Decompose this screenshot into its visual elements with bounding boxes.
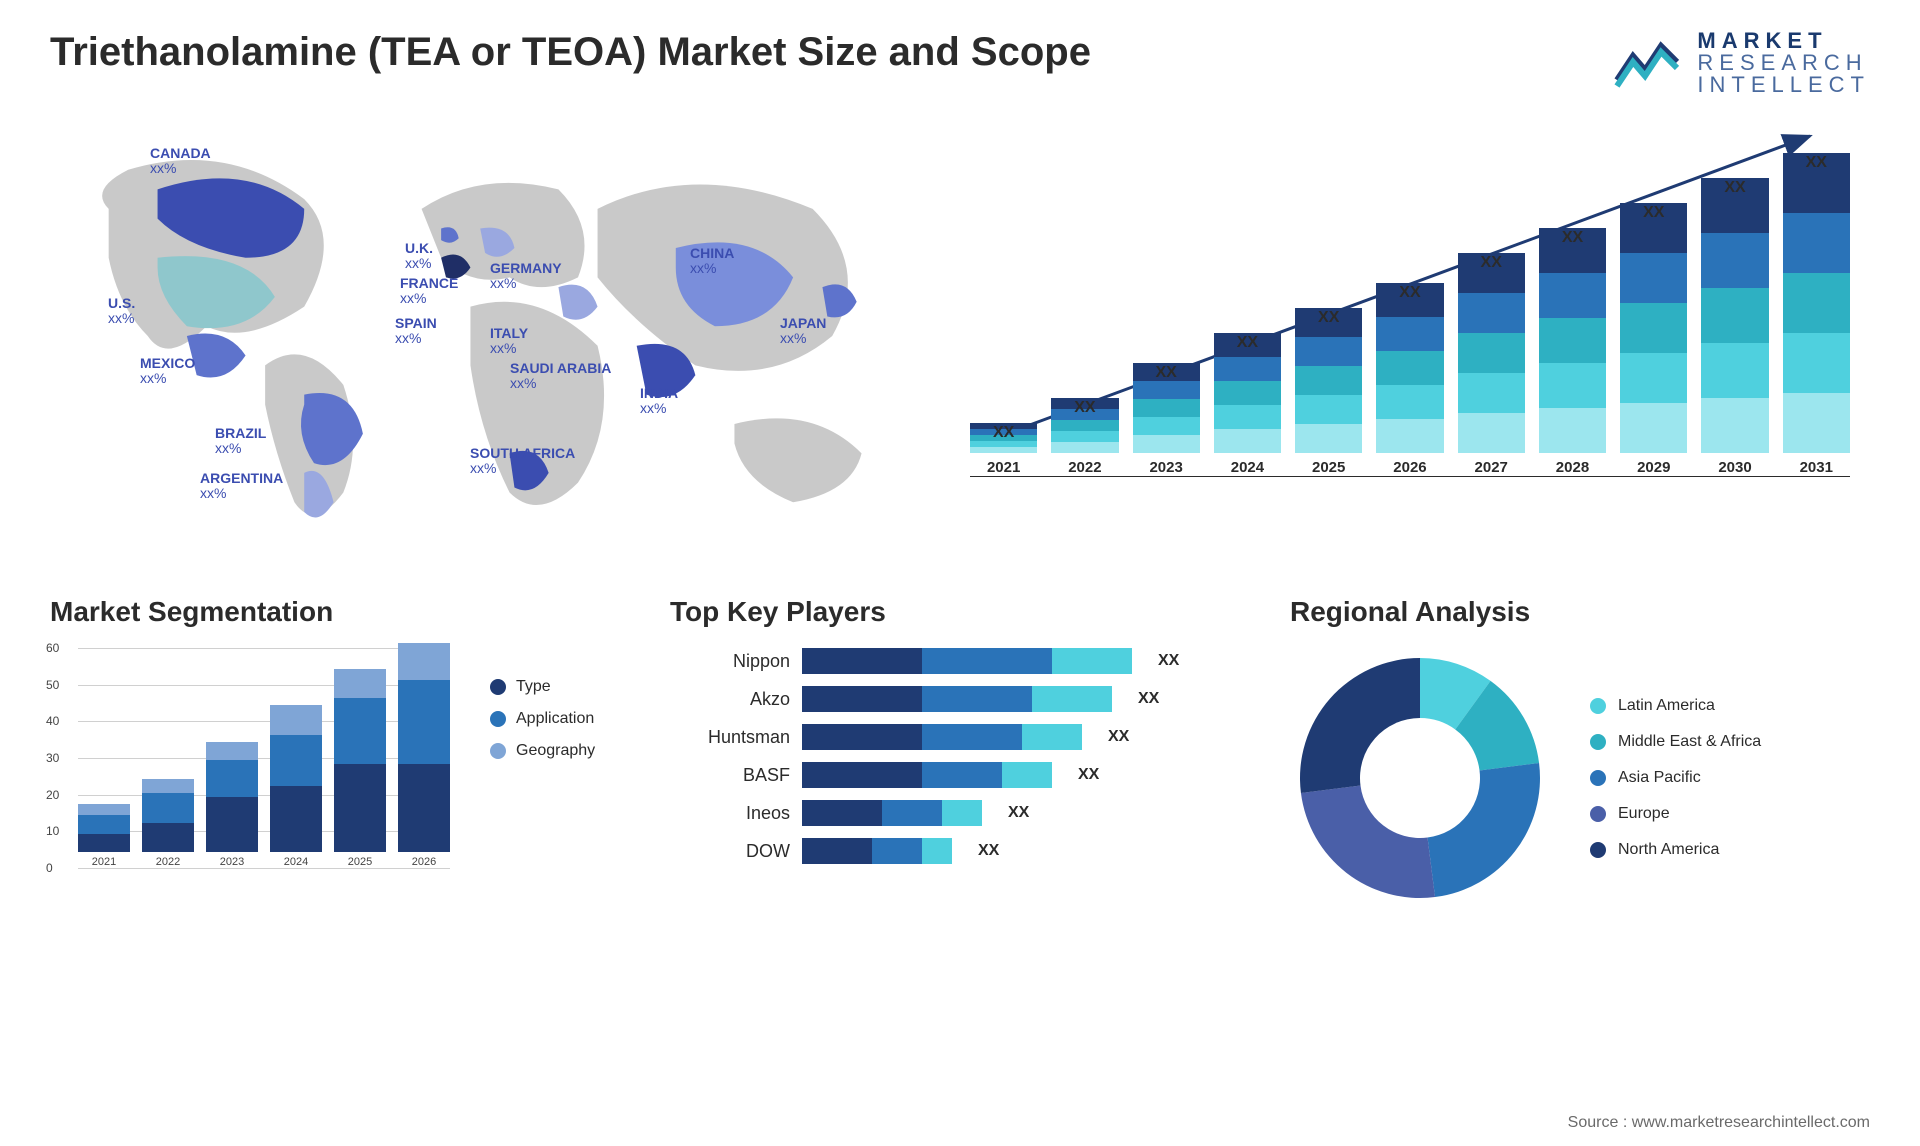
key-players-panel: Top Key Players NipponXX AkzoXX HuntsmanXX… bbox=[670, 596, 1250, 908]
growth-chart: XX2021XX2022XX2023XX2024XX2025XX2026XX20… bbox=[970, 126, 1870, 546]
key-players-chart: NipponXX AkzoXX HuntsmanXX BASFXX IneosXX DOW… bbox=[670, 648, 1250, 864]
key-players-title: Top Key Players bbox=[670, 596, 1250, 628]
growth-bar: XX2023 bbox=[1133, 146, 1200, 476]
map-label: BRAZILxx% bbox=[215, 426, 266, 457]
regional-legend: Latin America Middle East & Africa Asia Pa… bbox=[1590, 697, 1761, 859]
growth-bar: XX2028 bbox=[1539, 146, 1606, 476]
growth-bar: XX2026 bbox=[1376, 146, 1443, 476]
map-label: ITALYxx% bbox=[490, 326, 528, 357]
key-player-row: HuntsmanXX bbox=[670, 724, 1250, 750]
growth-bar: XX2030 bbox=[1701, 146, 1768, 476]
map-label: U.K.xx% bbox=[405, 241, 433, 272]
page-title: Triethanolamine (TEA or TEOA) Market Siz… bbox=[50, 30, 1091, 75]
logo-text-2: RESEARCH bbox=[1697, 52, 1870, 74]
legend-item: Latin America bbox=[1590, 697, 1761, 715]
brand-logo: MARKET RESEARCH INTELLECT bbox=[1613, 30, 1870, 96]
map-label: MEXICOxx% bbox=[140, 356, 195, 387]
world-map: CANADAxx% U.S.xx% MEXICOxx% BRAZILxx% ARGENT… bbox=[50, 126, 930, 546]
logo-text-3: INTELLECT bbox=[1697, 74, 1870, 96]
map-label: U.S.xx% bbox=[108, 296, 135, 327]
growth-bar: XX2024 bbox=[1214, 146, 1281, 476]
segmentation-bar: 2024 bbox=[270, 705, 322, 868]
segmentation-bar: 2023 bbox=[206, 742, 258, 868]
map-label: JAPANxx% bbox=[780, 316, 826, 347]
growth-bar: XX2025 bbox=[1295, 146, 1362, 476]
legend-item: Application bbox=[490, 710, 630, 728]
key-player-row: DOWXX bbox=[670, 838, 1250, 864]
logo-mark-icon bbox=[1613, 36, 1685, 90]
legend-item: Middle East & Africa bbox=[1590, 733, 1761, 751]
growth-bar: XX2031 bbox=[1783, 146, 1850, 476]
donut-slice bbox=[1428, 763, 1540, 897]
segmentation-bar: 2026 bbox=[398, 643, 450, 868]
map-label: SOUTH AFRICAxx% bbox=[470, 446, 575, 477]
growth-bar: XX2027 bbox=[1458, 146, 1525, 476]
map-label: CANADAxx% bbox=[150, 146, 211, 177]
source-text: Source : www.marketresearchintellect.com bbox=[1568, 1114, 1870, 1132]
key-player-row: NipponXX bbox=[670, 648, 1250, 674]
key-player-row: AkzoXX bbox=[670, 686, 1250, 712]
regional-title: Regional Analysis bbox=[1290, 596, 1870, 628]
map-label: SPAINxx% bbox=[395, 316, 437, 347]
legend-item: Asia Pacific bbox=[1590, 769, 1761, 787]
map-label: INDIAxx% bbox=[640, 386, 678, 417]
logo-text-1: MARKET bbox=[1697, 30, 1870, 52]
key-player-row: IneosXX bbox=[670, 800, 1250, 826]
segmentation-bar: 2022 bbox=[142, 779, 194, 868]
map-label: CHINAxx% bbox=[690, 246, 734, 277]
growth-bar: XX2021 bbox=[970, 146, 1037, 476]
regional-panel: Regional Analysis Latin America Middle Ea… bbox=[1290, 596, 1870, 908]
map-label: GERMANYxx% bbox=[490, 261, 562, 292]
growth-bar: XX2022 bbox=[1051, 146, 1118, 476]
growth-bar: XX2029 bbox=[1620, 146, 1687, 476]
map-label: FRANCExx% bbox=[400, 276, 458, 307]
map-label: ARGENTINAxx% bbox=[200, 471, 283, 502]
donut-slice bbox=[1300, 658, 1420, 793]
key-player-row: BASFXX bbox=[670, 762, 1250, 788]
segmentation-chart: 0102030405060 202120222023202420252026 bbox=[50, 648, 460, 908]
donut-slice bbox=[1301, 786, 1435, 898]
legend-item: North America bbox=[1590, 841, 1761, 859]
map-label: SAUDI ARABIAxx% bbox=[510, 361, 611, 392]
legend-item: Type bbox=[490, 678, 630, 696]
segmentation-legend: Type Application Geography bbox=[490, 648, 630, 908]
segmentation-bar: 2021 bbox=[78, 804, 130, 868]
legend-item: Geography bbox=[490, 742, 630, 760]
legend-item: Europe bbox=[1590, 805, 1761, 823]
segmentation-title: Market Segmentation bbox=[50, 596, 630, 628]
segmentation-panel: Market Segmentation 0102030405060 202120… bbox=[50, 596, 630, 908]
segmentation-bar: 2025 bbox=[334, 669, 386, 868]
regional-donut bbox=[1290, 648, 1550, 908]
